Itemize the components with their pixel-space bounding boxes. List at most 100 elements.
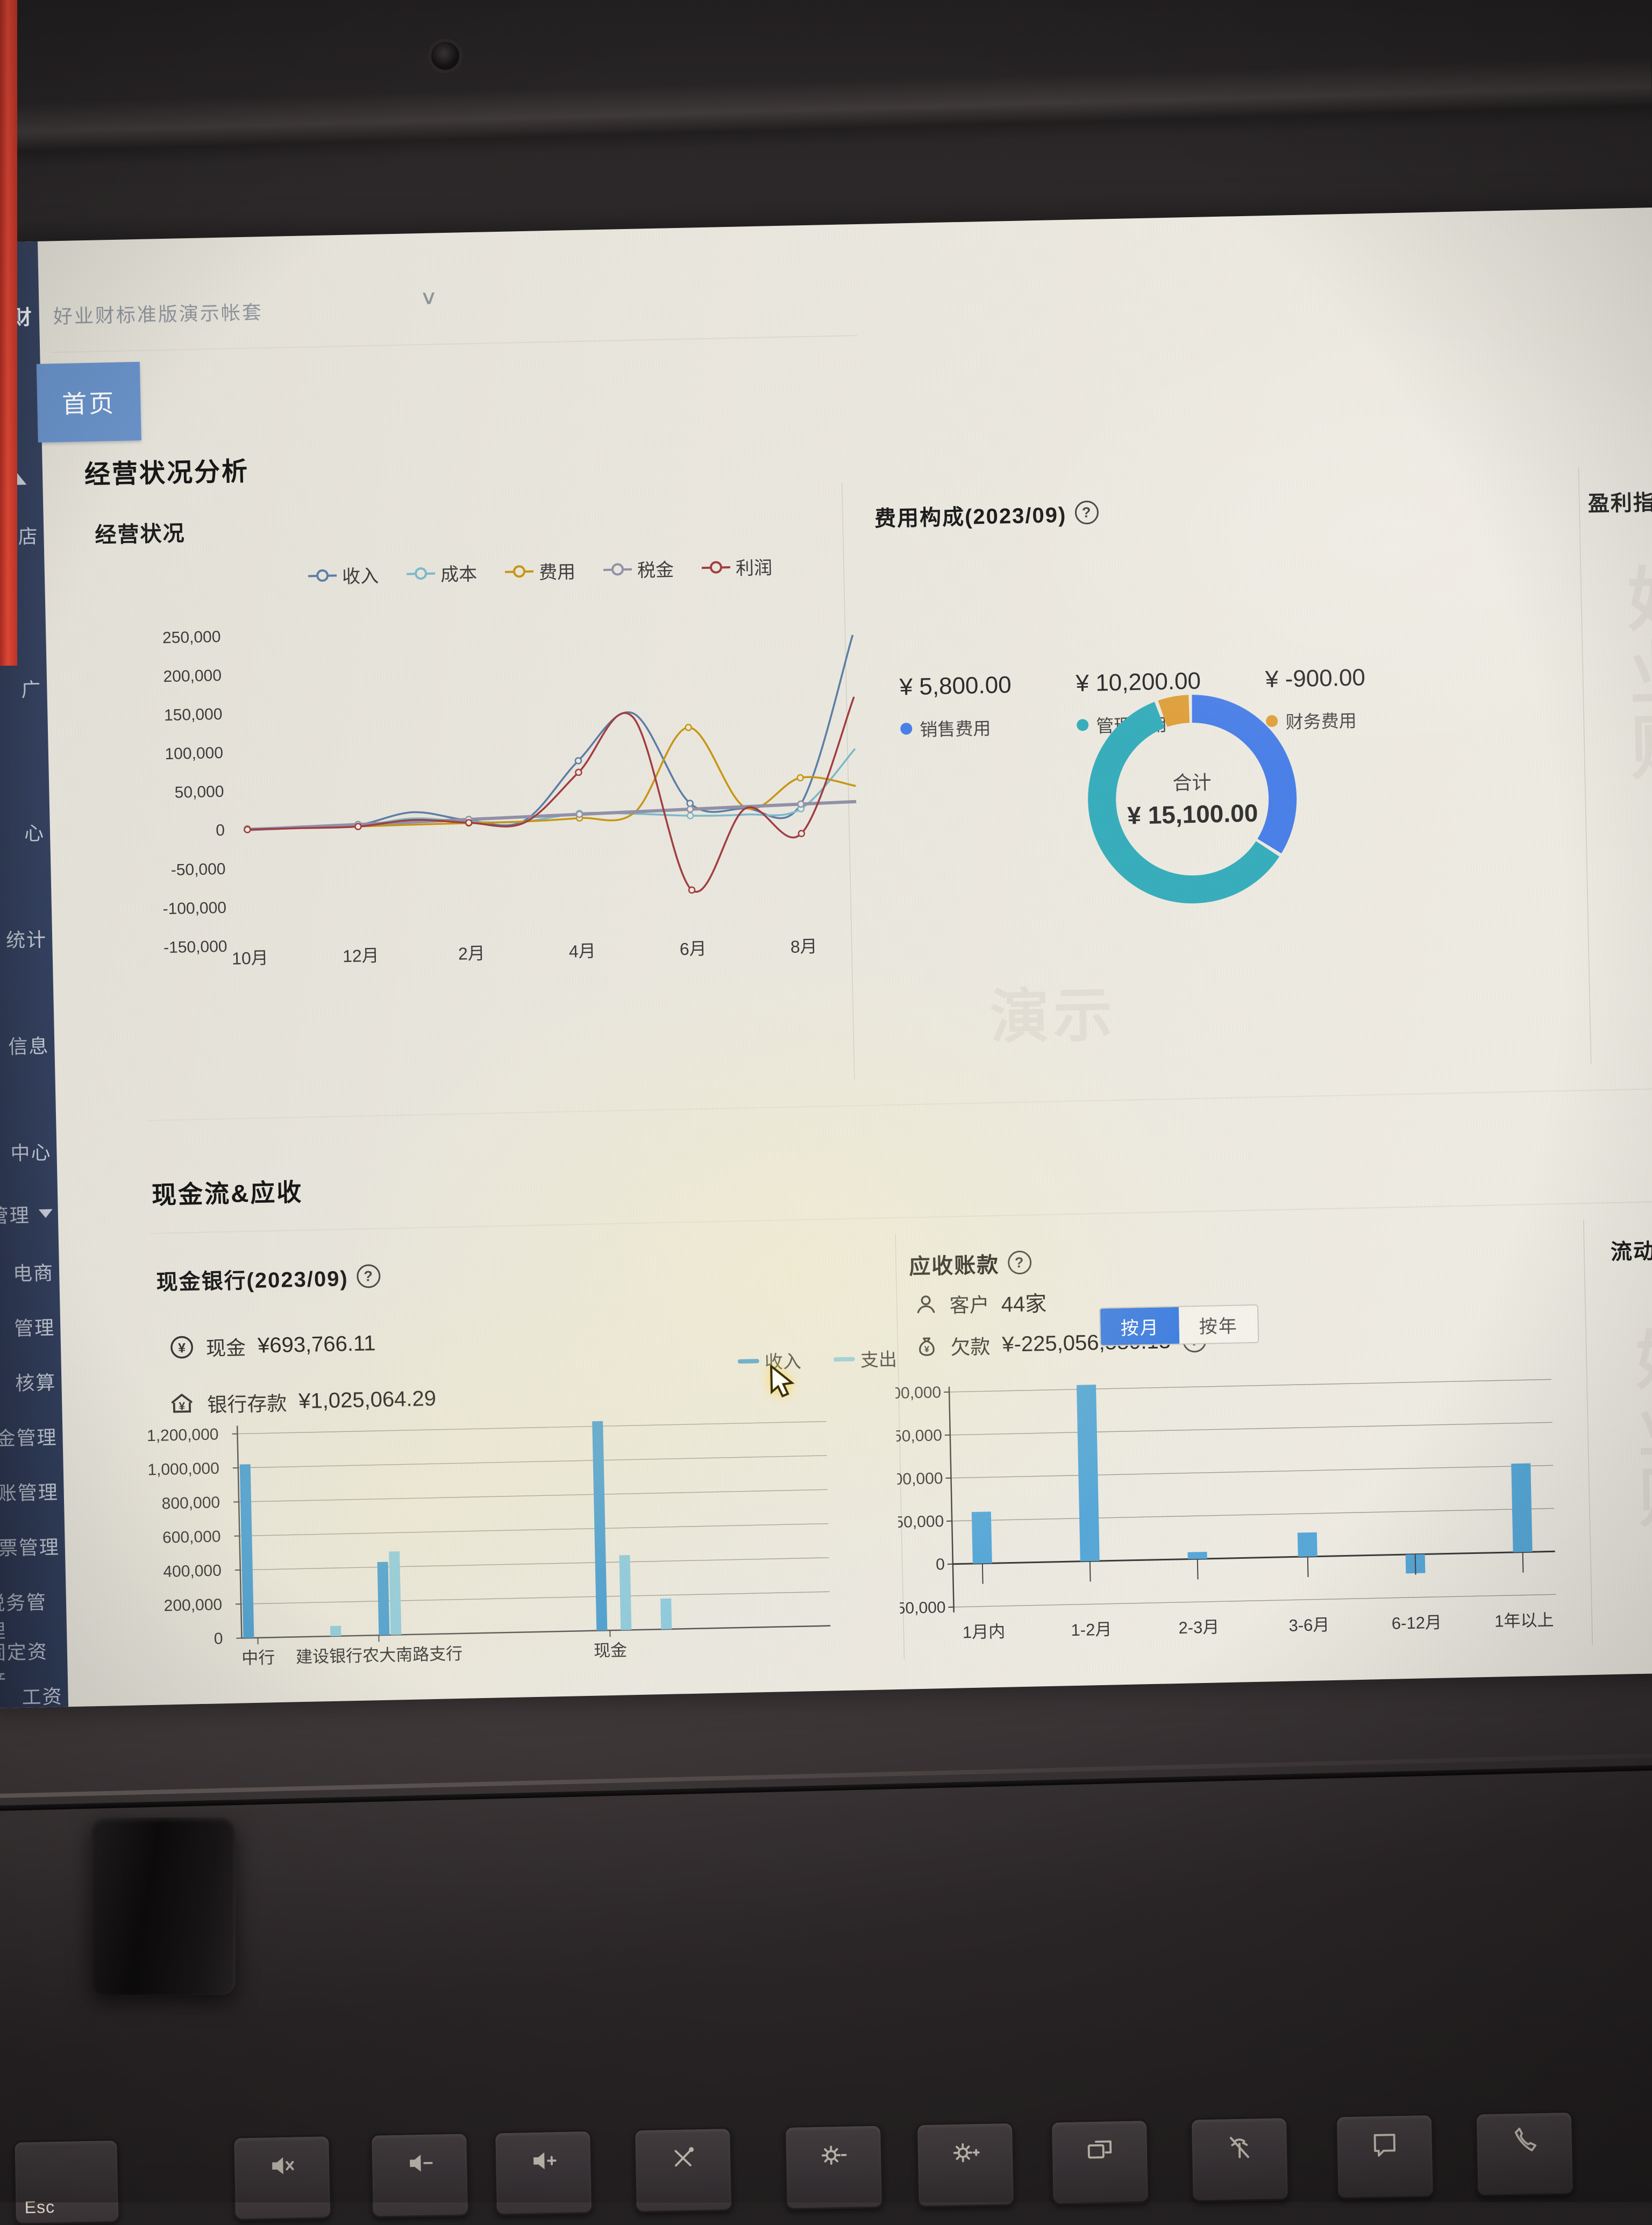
wireless-off-key <box>1190 2116 1290 2202</box>
mute-key <box>232 2135 332 2220</box>
sidebar-item-金管理[interactable]: 金管理 <box>0 1422 58 1451</box>
volume-up-icon <box>529 2146 558 2176</box>
svg-text:1月内: 1月内 <box>963 1622 1006 1642</box>
expense-donut-chart: 合计 ¥ 15,100.00 <box>1077 684 1308 915</box>
brightness-up-key <box>916 2122 1015 2207</box>
sidebar-item-票管理[interactable]: 票管理 <box>0 1532 60 1561</box>
svg-text:1,000,000: 1,000,000 <box>147 1460 219 1479</box>
legend-item-利润[interactable]: 利润 <box>701 553 772 581</box>
chevron-down-icon[interactable]: ∨ <box>419 286 438 309</box>
row-divider <box>147 1087 1652 1121</box>
svg-text:200,000: 200,000 <box>895 1384 941 1402</box>
display-icon <box>1085 2135 1114 2165</box>
line-marker-icon <box>407 567 435 580</box>
svg-text:0: 0 <box>216 822 225 839</box>
wireless-off-icon <box>1224 2133 1254 2162</box>
svg-text:-50,000: -50,000 <box>895 1599 945 1617</box>
svg-text:¥: ¥ <box>178 1340 186 1356</box>
svg-text:400,000: 400,000 <box>163 1562 222 1581</box>
svg-text:50,000: 50,000 <box>895 1513 944 1531</box>
expense-panel-title: 费用构成(2023/09) ? <box>874 497 1099 533</box>
svg-text:1年以上: 1年以上 <box>1494 1610 1554 1630</box>
sidebar-item-账管理[interactable]: 账管理 <box>0 1477 59 1506</box>
svg-text:合计: 合计 <box>1172 771 1212 794</box>
sidebar-item-核算[interactable]: 核算 <box>15 1367 56 1396</box>
legend-item-支出[interactable]: 支出 <box>833 1345 897 1372</box>
svg-text:2-3月: 2-3月 <box>1178 1617 1220 1637</box>
legend-item-税金[interactable]: 税金 <box>603 555 674 583</box>
bar-marker-icon <box>834 1357 855 1361</box>
svg-text:建设银行农大南路支行: 建设银行农大南路支行 <box>296 1644 463 1666</box>
cash-row: ¥ 现金 ¥693,766.11 <box>169 1329 376 1362</box>
sidebar-item-电商[interactable]: 电商 <box>13 1258 54 1287</box>
customers-row: 客户 44家 <box>914 1286 1047 1320</box>
chat-key <box>1335 2114 1435 2199</box>
svg-text:现金: 现金 <box>594 1641 628 1660</box>
line-marker-icon <box>308 569 337 582</box>
sidebar-item-心[interactable]: 心 <box>24 818 45 846</box>
tab-home[interactable]: 首页 <box>37 362 141 443</box>
svg-text:150,000: 150,000 <box>895 1427 942 1445</box>
volume-down-icon <box>405 2149 435 2178</box>
webcam-icon <box>428 39 462 73</box>
line-legend: 收入成本费用税金利润 <box>308 553 773 589</box>
sidebar-item-税务管理[interactable]: 税务管理 <box>0 1587 62 1644</box>
liquidity-panel-title: 流动性分析 <box>1610 1232 1652 1266</box>
cashbank-panel-title: 现金银行(2023/09) ? <box>156 1260 381 1296</box>
red-object-edge <box>0 0 17 666</box>
svg-text:¥ 15,100.00: ¥ 15,100.00 <box>1127 799 1258 830</box>
cash-bank-bar-chart: 1,200,0001,000,000800,000600,000400,0002… <box>143 1399 864 1683</box>
cashflow-section-title: 现金流&应收 <box>151 1173 303 1211</box>
svg-text:0: 0 <box>213 1630 223 1648</box>
panel-divider <box>1578 467 1591 1064</box>
by-month-button[interactable]: 按月 <box>1100 1307 1179 1345</box>
esc-key: Esc <box>13 2139 120 2225</box>
svg-text:100,000: 100,000 <box>895 1470 943 1488</box>
sidebar-item-店[interactable]: 店 <box>18 521 39 550</box>
svg-text:-150,000: -150,000 <box>163 938 227 957</box>
sidebar-item-信息[interactable]: 信息 <box>8 1031 49 1060</box>
brightness-up-icon <box>950 2138 980 2167</box>
phone-icon <box>1509 2127 1539 2157</box>
svg-text:50,000: 50,000 <box>174 783 224 802</box>
sidebar-item-统计[interactable]: 统计 <box>6 924 47 953</box>
help-icon[interactable]: ? <box>1075 501 1099 525</box>
sidebar-item-中心[interactable]: 中心 <box>10 1137 52 1166</box>
page-title: 经营状况分析 <box>84 450 249 491</box>
by-year-button[interactable]: 按年 <box>1179 1306 1258 1344</box>
bar-legend: 收入支出 <box>737 1345 897 1374</box>
legend-dot-icon <box>900 723 912 734</box>
mouse-cursor-icon <box>767 1365 800 1401</box>
legend-item-收入[interactable]: 收入 <box>308 561 379 589</box>
watermark: 好业财 <box>1615 1325 1652 1534</box>
laptop-screen: 业财 店广心统计信息中心管理电商管理核算金管理账管理票管理税务管理固定资产工资 … <box>0 206 1652 1708</box>
svg-text:-50,000: -50,000 <box>170 860 225 879</box>
sidebar-item-管理[interactable]: 管理 <box>0 1200 53 1229</box>
legend-item-费用[interactable]: 费用 <box>505 557 576 585</box>
svg-text:¥: ¥ <box>924 1345 930 1354</box>
sidebar-item-广[interactable]: 广 <box>21 674 42 703</box>
svg-text:200,000: 200,000 <box>163 1596 222 1615</box>
esc-key-label: Esc <box>24 2197 55 2217</box>
help-icon[interactable]: ? <box>1008 1251 1032 1275</box>
legend-item-成本[interactable]: 成本 <box>407 559 478 587</box>
chat-bubble-icon <box>1370 2130 1399 2159</box>
account-set-title[interactable]: 好业财标准版演示帐套 <box>53 297 263 329</box>
help-icon[interactable]: ? <box>357 1264 381 1288</box>
svg-text:10月: 10月 <box>232 948 268 968</box>
brightness-down-icon <box>819 2141 849 2170</box>
sidebar-item-管理[interactable]: 管理 <box>14 1313 55 1342</box>
bar-marker-icon <box>738 1359 759 1364</box>
sidebar-item-工资[interactable]: 工资 <box>22 1681 63 1708</box>
yen-circle-icon: ¥ <box>169 1335 195 1360</box>
profit-panel-title: 盈利指标 <box>1587 484 1652 518</box>
receivables-panel-title: 应收账款 ? <box>909 1247 1032 1281</box>
operating-line-chart: 250,000200,000150,000100,00050,0000-50,0… <box>99 601 865 982</box>
svg-text:800,000: 800,000 <box>161 1494 220 1513</box>
svg-text:3-6月: 3-6月 <box>1288 1615 1330 1635</box>
svg-text:0: 0 <box>936 1556 945 1573</box>
operating-panel-title: 经营状况 <box>95 516 186 549</box>
bezel-sheen <box>0 58 1652 168</box>
